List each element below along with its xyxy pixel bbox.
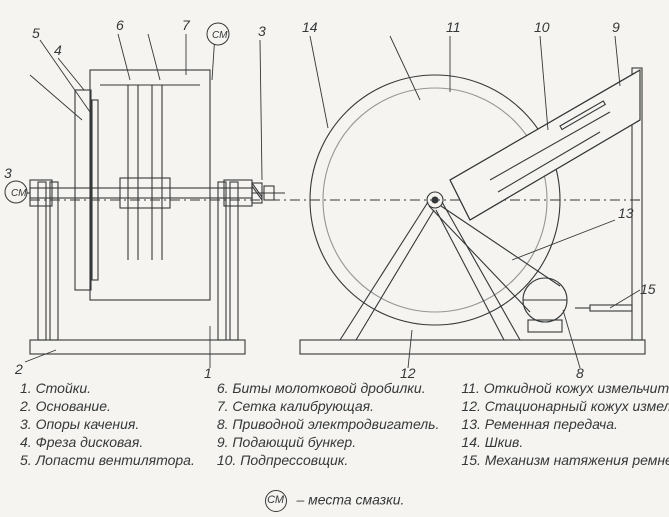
legend-item: 3. Опоры качения. [20, 416, 195, 432]
callout-11: 11 [446, 19, 461, 35]
callout-5: 5 [32, 25, 40, 41]
footer: СМ – места смазки. [0, 490, 669, 512]
callout-6: 6 [116, 17, 124, 33]
legend-item: 4. Фреза дисковая. [20, 434, 195, 450]
legend-item: 13. Ременная передача. [461, 416, 669, 432]
callout-3r: 3 [258, 23, 266, 39]
legend-item: 12. Стационарный кожух измельчителя. [461, 398, 669, 414]
legend-col-1: 1. Стойки. 2. Основание. 3. Опоры качени… [20, 380, 195, 468]
legend-item: 5. Лопасти вентилятора. [20, 452, 195, 468]
lube-badges [5, 23, 229, 203]
base-left [30, 340, 245, 354]
legend-item: 14. Шкив. [461, 434, 669, 450]
legend: 1. Стойки. 2. Основание. 3. Опоры качени… [20, 380, 669, 468]
callout-14: 14 [302, 19, 318, 35]
callout-1: 1 [204, 365, 212, 380]
callout-8: 8 [576, 365, 584, 380]
callout-3l: 3 [4, 165, 12, 181]
legend-item: 1. Стойки. [20, 380, 195, 396]
drawing-svg: СМ СМ 5 4 6 7 3 3 2 1 14 14 11 10 9 13 1… [0, 0, 669, 380]
legend-item: 7. Сетка калибрующая. [217, 398, 440, 414]
legend-item: 9. Подающий бункер. [217, 434, 440, 450]
legend-item: 8. Приводной электродвигатель. [217, 416, 440, 432]
callout-7: 7 [182, 17, 191, 33]
legend-item: 10. Подпрессовщик. [217, 452, 440, 468]
legend-item: 11. Откидной кожух измельчителя. [461, 380, 669, 396]
legend-item: 15. Механизм натяжения ремней. [461, 452, 669, 468]
callout-10: 10 [534, 19, 550, 35]
lube-badge-left: СМ [11, 188, 27, 199]
callout-9: 9 [612, 19, 620, 35]
diagram-sheet: { "canvas": { "w": 669, "h": 517, "bg": … [0, 0, 669, 517]
legend-col-3: 11. Откидной кожух измельчителя. 12. Ста… [461, 380, 669, 468]
legend-item: 2. Основание. [20, 398, 195, 414]
callout-4: 4 [54, 42, 62, 58]
footer-text: – места смазки. [296, 492, 404, 508]
callout-13: 13 [618, 205, 634, 221]
left-view [24, 70, 285, 354]
right-view [300, 68, 645, 354]
callout-15: 15 [640, 281, 656, 297]
callout-leaders [16, 34, 640, 368]
lube-badge-top: СМ [212, 30, 228, 41]
legend-col-2: 6. Биты молотковой дробилки. 7. Сетка ка… [217, 380, 440, 468]
callout-2: 2 [14, 361, 23, 377]
legend-item: 6. Биты молотковой дробилки. [217, 380, 440, 396]
callout-12: 12 [400, 365, 416, 380]
lube-badge-footer: СМ [265, 490, 287, 512]
